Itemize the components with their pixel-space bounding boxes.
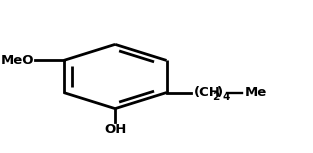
Text: 4: 4	[222, 92, 230, 102]
Text: 2: 2	[212, 92, 219, 102]
Text: (CH: (CH	[193, 86, 220, 99]
Text: Me: Me	[244, 86, 266, 99]
Text: ): )	[217, 86, 223, 99]
Text: MeO: MeO	[1, 54, 34, 67]
Text: OH: OH	[104, 123, 126, 136]
